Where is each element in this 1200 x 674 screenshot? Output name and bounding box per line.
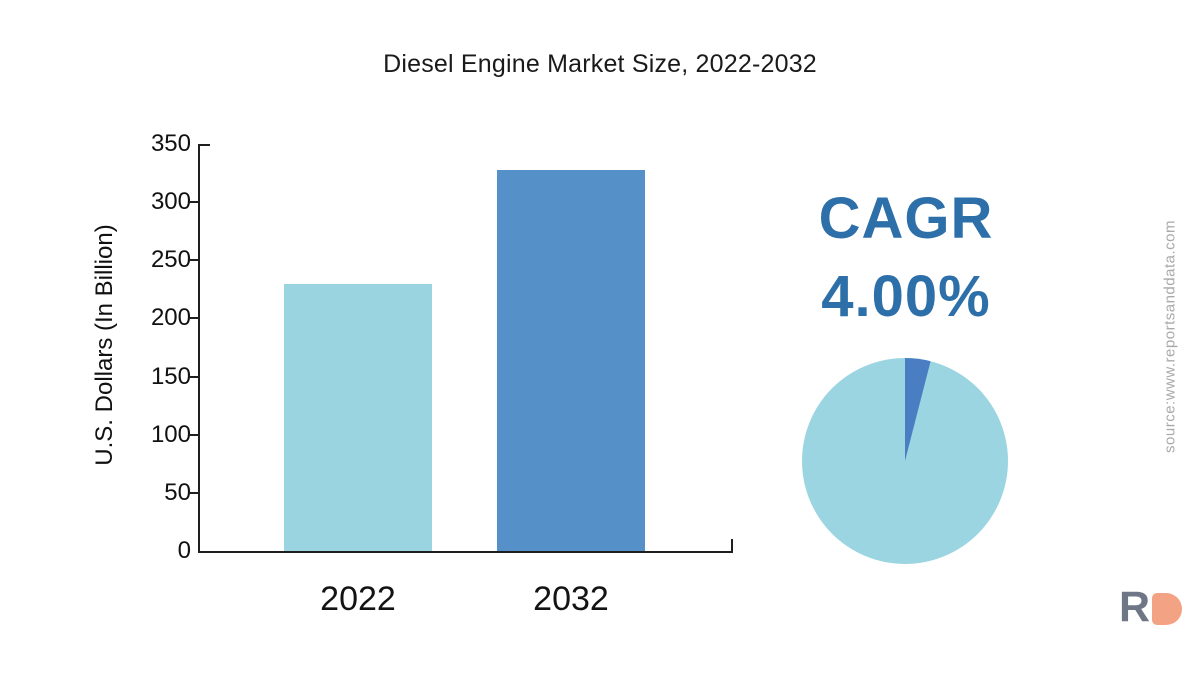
y-axis-spine bbox=[198, 144, 200, 553]
y-tick-label: 250 bbox=[150, 246, 191, 274]
plot-area bbox=[189, 144, 733, 553]
y-tick-label: 100 bbox=[150, 420, 191, 448]
x-axis-spine bbox=[198, 551, 733, 553]
pie-cagr-slice bbox=[905, 357, 931, 461]
y-tick-label: 50 bbox=[164, 478, 191, 506]
y-tick-label: 300 bbox=[150, 188, 191, 216]
cagr-heading: CAGR bbox=[818, 186, 994, 251]
cagr-value: 4.00% bbox=[821, 264, 991, 329]
bar-2022 bbox=[284, 284, 432, 551]
logo-letter-r: R bbox=[1119, 583, 1151, 631]
y-tick-mark bbox=[189, 317, 198, 320]
y-tick-label: 0 bbox=[177, 537, 191, 564]
y-tick-mark bbox=[189, 375, 198, 378]
logo-d-mark bbox=[1152, 593, 1182, 625]
x-axis-end-cap bbox=[731, 539, 733, 551]
y-tick-mark bbox=[189, 259, 198, 262]
chart-title: Diesel Engine Market Size, 2022-2032 bbox=[383, 50, 817, 78]
pie-chart bbox=[802, 357, 1008, 564]
x-axis-labels: 2022 2032 bbox=[0, 580, 1200, 624]
y-tick-mark bbox=[189, 201, 198, 204]
y-axis-labels: 0 50 100 150 200 250 300 350 bbox=[0, 130, 191, 564]
x-category-label: 2022 bbox=[320, 580, 396, 618]
y-tick-mark bbox=[189, 433, 198, 436]
y-tick-label: 150 bbox=[150, 362, 191, 390]
source-watermark: source:www.reportsanddata.com bbox=[1161, 220, 1179, 453]
brand-logo: R bbox=[1119, 586, 1189, 632]
x-category-label: 2032 bbox=[533, 580, 609, 618]
cagr-block: CAGR 4.00% bbox=[793, 180, 1019, 336]
y-tick-label: 350 bbox=[150, 130, 191, 157]
y-tick-label: 200 bbox=[150, 304, 191, 332]
y-axis-end-cap bbox=[200, 144, 210, 146]
bar-2032 bbox=[497, 170, 645, 551]
y-tick-mark bbox=[189, 491, 198, 494]
